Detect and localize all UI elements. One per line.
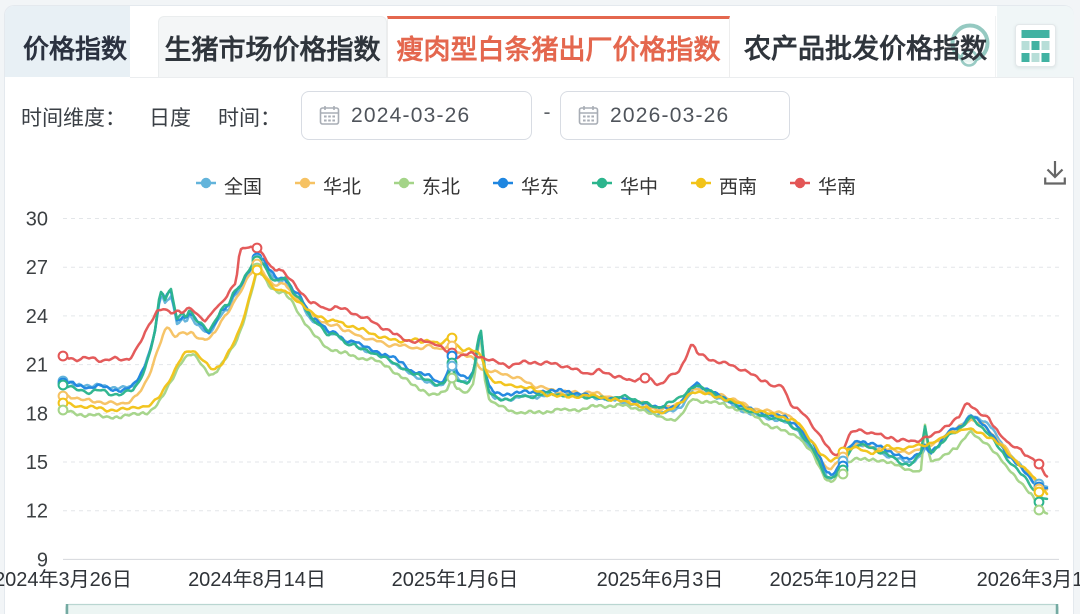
svg-text:27: 27	[26, 257, 48, 279]
svg-text:2024年8月14日: 2024年8月14日	[188, 568, 326, 591]
svg-text:18: 18	[26, 403, 48, 425]
svg-text:21: 21	[26, 355, 48, 377]
svg-text:2025年1月6日: 2025年1月6日	[392, 568, 519, 591]
svg-text:9: 9	[37, 549, 48, 571]
svg-text:2024年3月26日: 2024年3月26日	[0, 568, 132, 591]
svg-text:12: 12	[26, 501, 48, 523]
svg-text:30: 30	[26, 209, 48, 231]
svg-text:15: 15	[26, 452, 48, 474]
svg-text:2025年10月22日: 2025年10月22日	[770, 568, 919, 591]
svg-text:24: 24	[26, 306, 48, 328]
svg-text:2025年6月3日: 2025年6月3日	[597, 568, 724, 591]
svg-text:2026年3月1日: 2026年3月1日	[977, 568, 1080, 591]
